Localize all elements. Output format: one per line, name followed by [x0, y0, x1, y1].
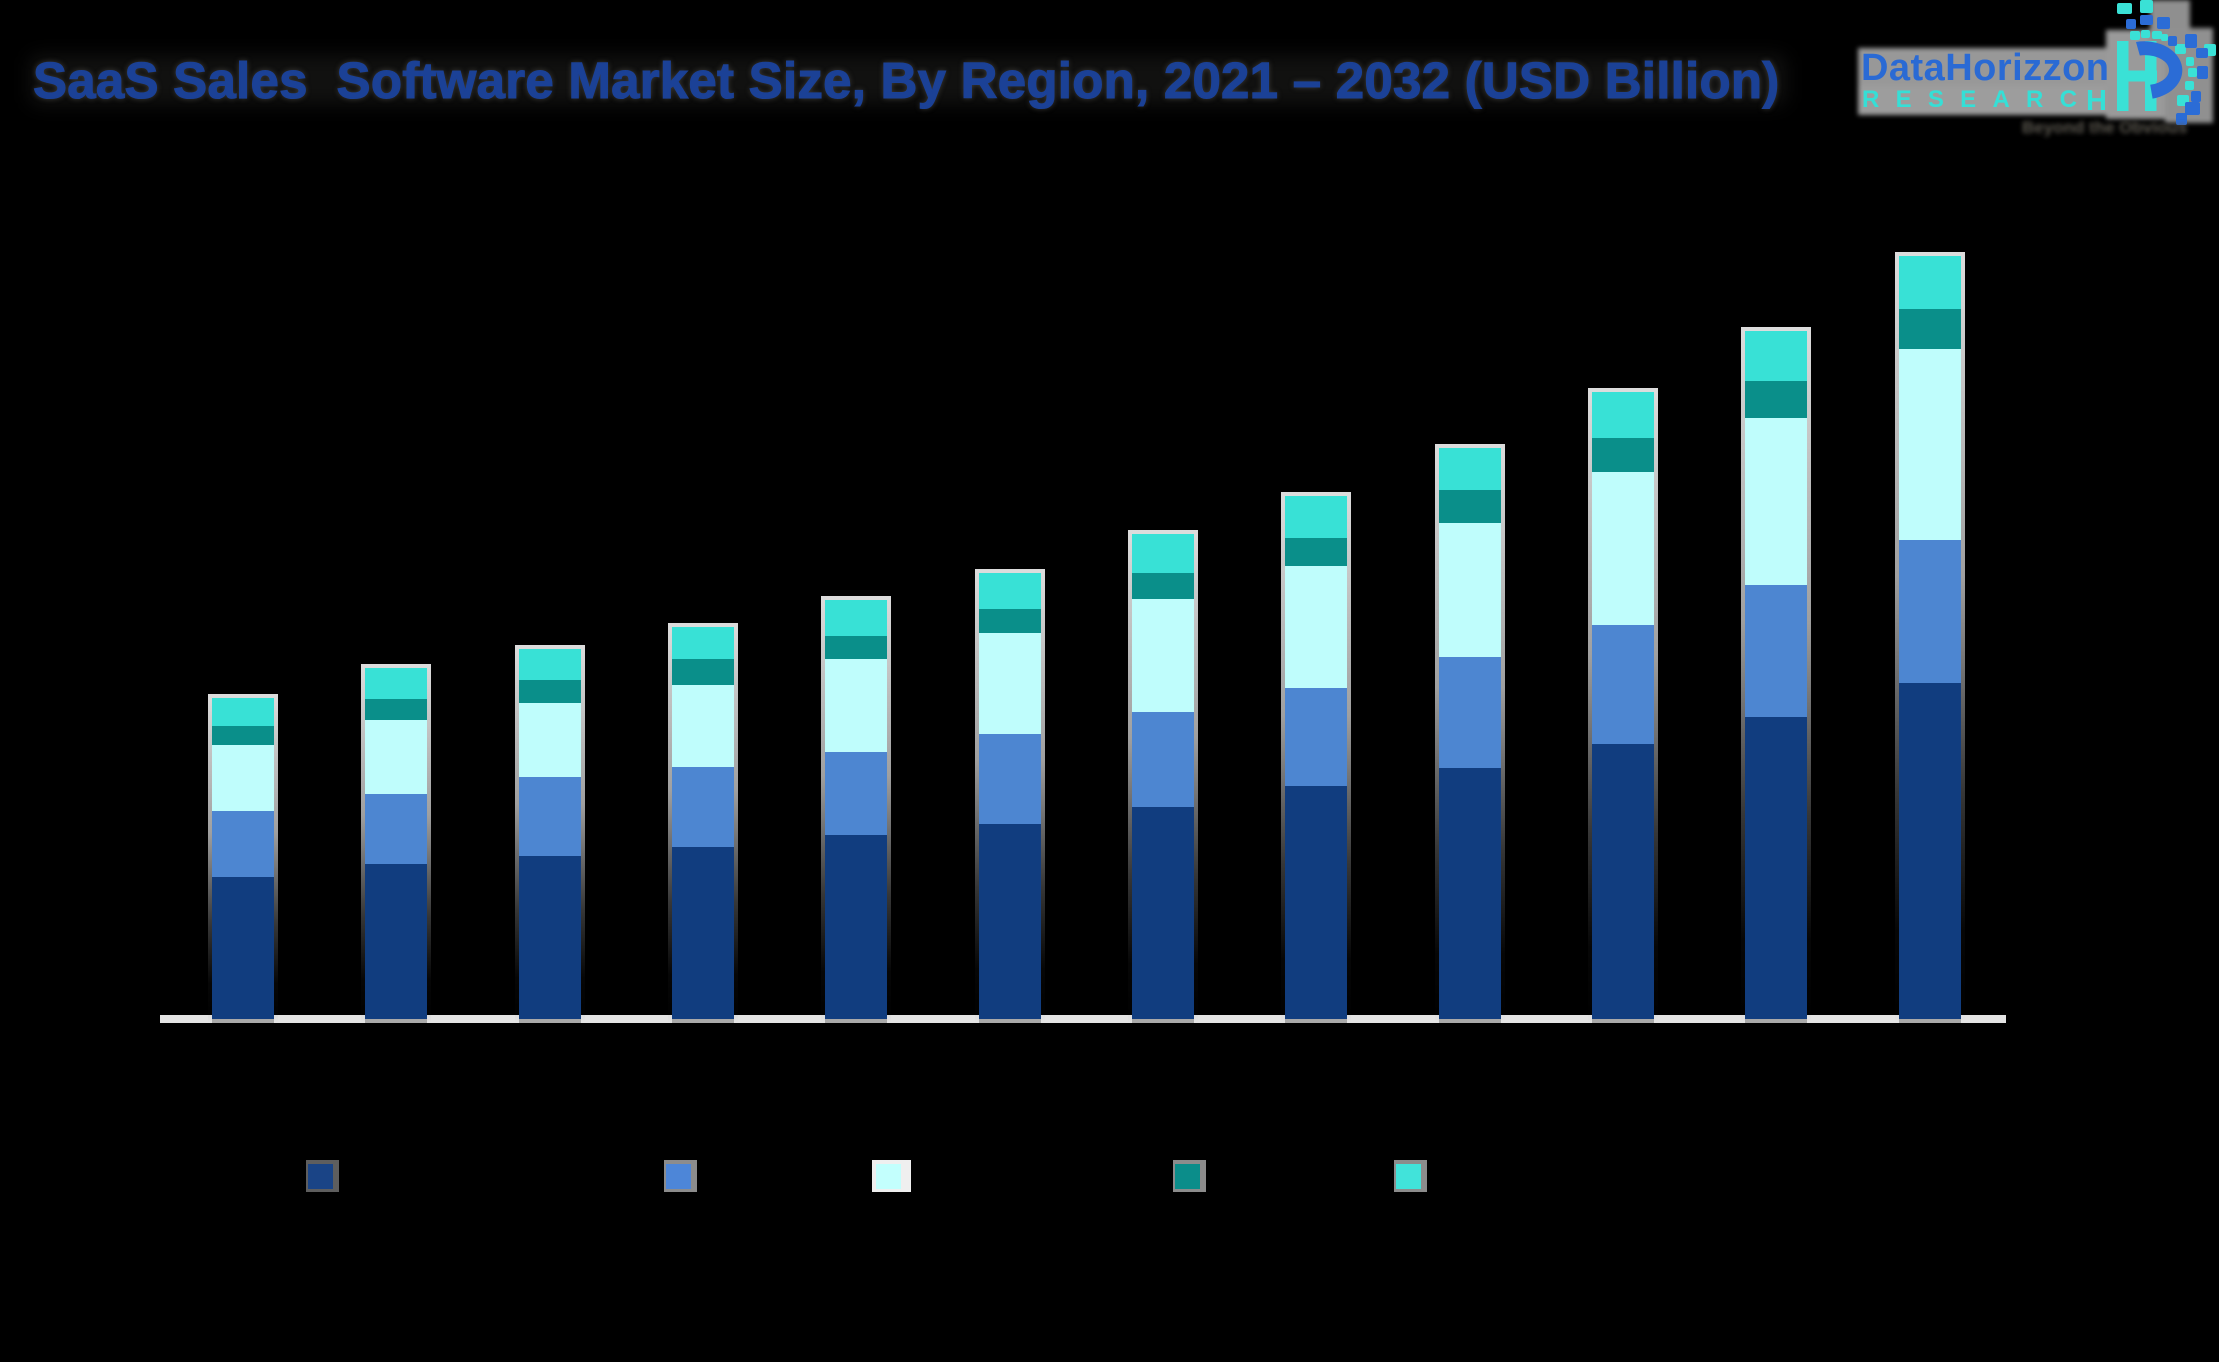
svg-text:Beyond the Obvious: Beyond the Obvious — [2022, 118, 2187, 137]
svg-text:DataHorizzon: DataHorizzon — [1861, 47, 2109, 89]
svg-text:RESEARC: RESEARC — [1862, 86, 2077, 113]
svg-text:H: H — [2086, 85, 2107, 117]
